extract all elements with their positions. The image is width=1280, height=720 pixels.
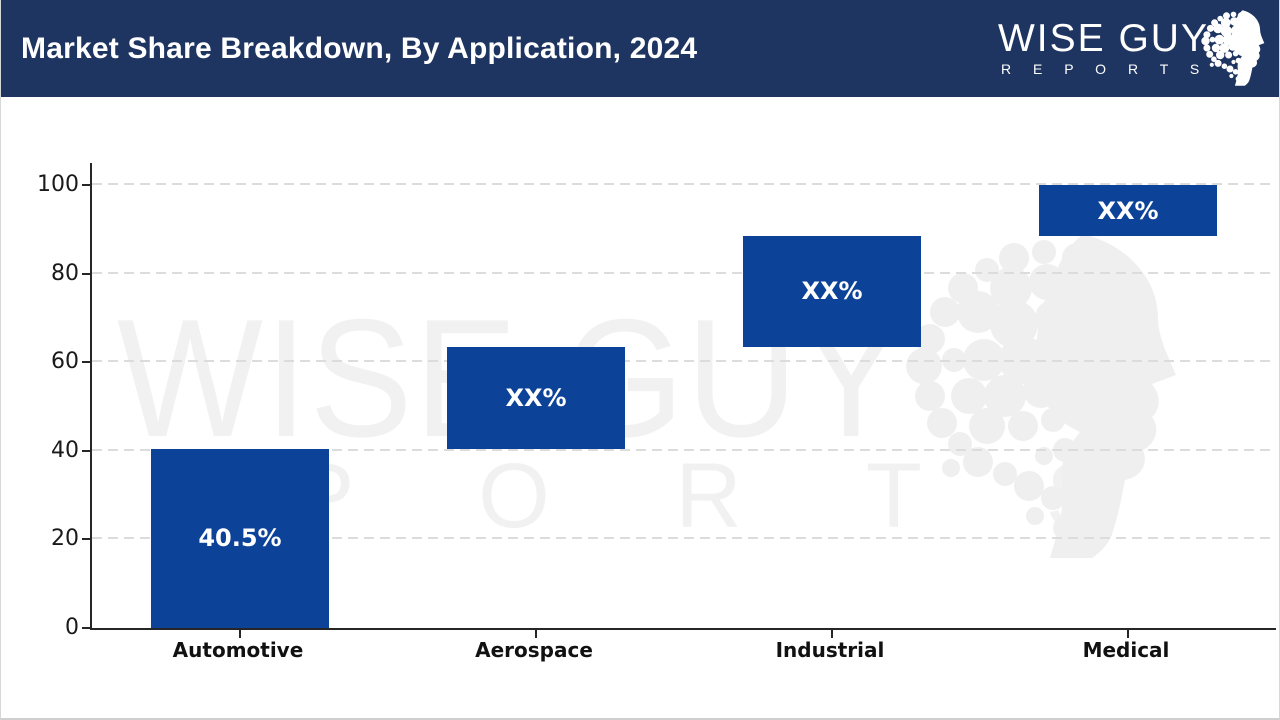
y-tick-mark-20 bbox=[82, 538, 90, 541]
y-axis-tick-label: 20 bbox=[51, 526, 79, 552]
x-tick-mark-1 bbox=[535, 630, 537, 638]
page-title: Market Share Breakdown, By Application, … bbox=[21, 31, 698, 65]
bar-automotive: 40.5% bbox=[151, 448, 329, 628]
brand-logo-text: WISE GUY R E P O R T S bbox=[997, 17, 1209, 77]
y-axis-tick-label: 60 bbox=[51, 349, 79, 375]
gridline-100 bbox=[92, 183, 1276, 186]
x-tick-mark-0 bbox=[239, 630, 241, 638]
bar-medical: XX% bbox=[1039, 185, 1217, 237]
header-bar: Market Share Breakdown, By Application, … bbox=[1, 0, 1279, 97]
brand-logo: WISE GUY R E P O R T S bbox=[998, 7, 1265, 89]
category-label-automotive: Automotive bbox=[172, 638, 304, 662]
y-tick-mark-100 bbox=[82, 184, 90, 187]
y-axis-tick-label: 80 bbox=[51, 260, 79, 286]
y-axis-tick-label: 0 bbox=[65, 615, 79, 640]
brand-subtitle: R E P O R T S bbox=[1000, 60, 1209, 77]
bar-industrial: XX% bbox=[743, 236, 921, 347]
gridline-40 bbox=[92, 448, 1276, 451]
y-axis-tick-label: 100 bbox=[37, 172, 79, 198]
brand-name: WISE GUY bbox=[997, 17, 1209, 61]
category-label-industrial: Industrial bbox=[775, 638, 885, 662]
y-axis: 0 20 40 60 80 100 bbox=[1, 163, 79, 639]
plot-area: 40.5% XX% XX% XX% bbox=[82, 163, 1276, 638]
gridline-80 bbox=[92, 271, 1276, 274]
x-tick-mark-3 bbox=[1127, 630, 1129, 638]
y-tick-mark-60 bbox=[82, 361, 90, 364]
bar-value-label: XX% bbox=[1097, 196, 1159, 225]
bar-value-label: XX% bbox=[801, 277, 863, 306]
y-axis-tick-label: 40 bbox=[51, 437, 79, 463]
x-tick-mark-2 bbox=[831, 630, 833, 638]
x-axis: Automotive Aerospace Industrial Medical bbox=[90, 638, 1274, 668]
gridline-20 bbox=[92, 537, 1276, 540]
gridline-60 bbox=[92, 360, 1276, 363]
bar-value-label: XX% bbox=[505, 383, 567, 412]
y-tick-mark-80 bbox=[82, 272, 90, 275]
y-tick-mark-0 bbox=[82, 627, 90, 629]
bar-value-label: 40.5% bbox=[198, 524, 282, 553]
y-tick-mark-40 bbox=[82, 449, 90, 452]
category-label-aerospace: Aerospace bbox=[475, 638, 593, 662]
bar-aerospace: XX% bbox=[447, 346, 625, 449]
category-label-medical: Medical bbox=[1082, 638, 1170, 662]
wise-guy-head-icon bbox=[1201, 10, 1265, 86]
